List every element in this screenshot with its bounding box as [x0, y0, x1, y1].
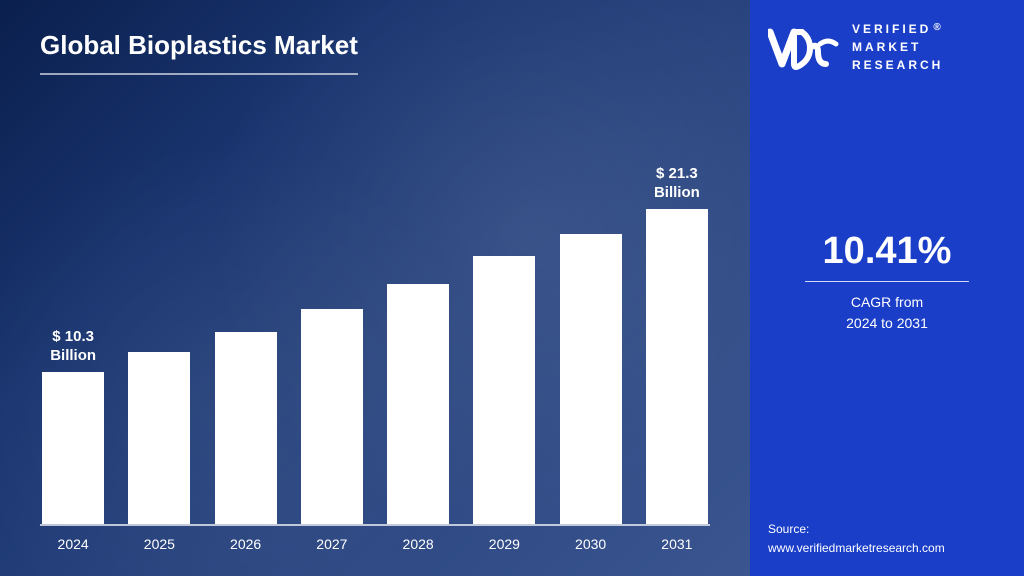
- bar: [128, 352, 190, 524]
- bar: [646, 209, 708, 524]
- registered-mark: ®: [933, 22, 943, 33]
- source-url: www.verifiedmarketresearch.com: [768, 539, 945, 558]
- logo-text: VERIFIED® MARKET RESEARCH: [852, 20, 944, 74]
- bar-group: $ 21.3Billion: [644, 164, 710, 524]
- x-axis-labels: 2024 2025 2026 2027 2028 2029 2030 2031: [40, 530, 710, 556]
- left-panel: Global Bioplastics Market $ 10.3Billion$…: [0, 0, 750, 576]
- bar: [42, 372, 104, 524]
- bar: [215, 332, 277, 524]
- bar: [473, 256, 535, 524]
- bar: [387, 284, 449, 524]
- logo-mark-icon: [768, 22, 842, 72]
- brand-line2: MARKET: [852, 38, 944, 56]
- source-label: Source:: [768, 520, 945, 539]
- cagr-label: CAGR from 2024 to 2031: [750, 292, 1024, 334]
- x-axis-label: 2025: [126, 530, 192, 556]
- bars-container: $ 10.3Billion $ 21.3Billion: [40, 126, 710, 526]
- x-axis-label: 2024: [40, 530, 106, 556]
- brand-line1: VERIFIED: [852, 22, 931, 36]
- bar-group: [126, 352, 192, 524]
- bar-group: $ 10.3Billion: [40, 327, 106, 524]
- x-axis-label: 2026: [213, 530, 279, 556]
- bar-group: [558, 234, 624, 524]
- x-axis-label: 2030: [558, 530, 624, 556]
- bar-group: [299, 309, 365, 524]
- x-axis-label: 2031: [644, 530, 710, 556]
- bar-group: [385, 284, 451, 524]
- bar-value-label: $ 21.3Billion: [654, 164, 700, 203]
- bar-group: [471, 256, 537, 524]
- cagr-value: 10.41%: [805, 230, 970, 282]
- right-panel: VERIFIED® MARKET RESEARCH 10.41% CAGR fr…: [750, 0, 1024, 576]
- source-block: Source: www.verifiedmarketresearch.com: [768, 520, 945, 558]
- bar-value-label: $ 10.3Billion: [50, 327, 96, 366]
- chart-title: Global Bioplastics Market: [40, 30, 358, 75]
- brand-logo: VERIFIED® MARKET RESEARCH: [768, 20, 1006, 74]
- cagr-block: 10.41% CAGR from 2024 to 2031: [750, 230, 1024, 334]
- x-axis-label: 2029: [471, 530, 537, 556]
- x-axis-label: 2028: [385, 530, 451, 556]
- bar: [301, 309, 363, 524]
- brand-line3: RESEARCH: [852, 56, 944, 74]
- x-axis-label: 2027: [299, 530, 365, 556]
- chart-area: $ 10.3Billion$ 21.3Billion 2024202520262…: [40, 96, 710, 556]
- bar: [560, 234, 622, 524]
- bar-group: [213, 332, 279, 524]
